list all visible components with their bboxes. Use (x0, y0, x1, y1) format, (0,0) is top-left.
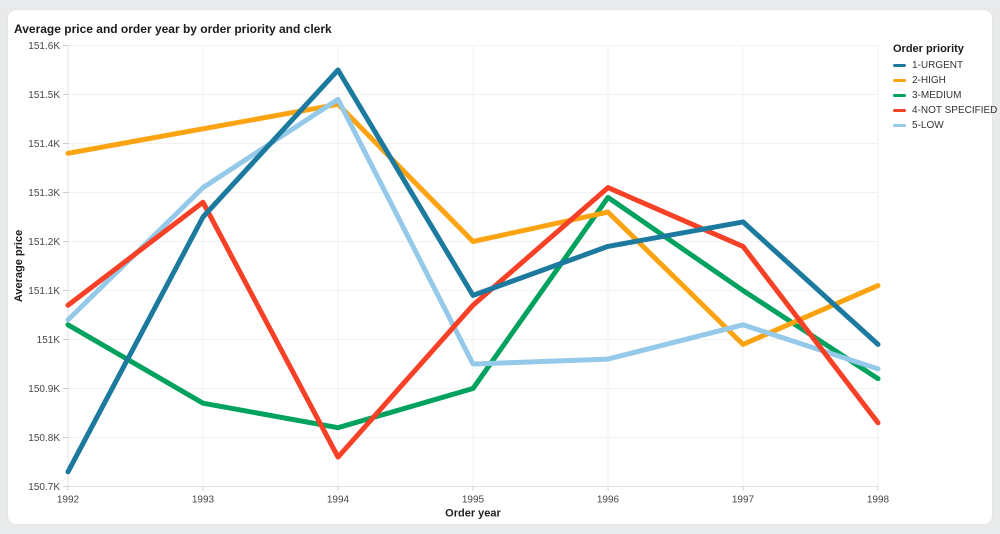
series-line-3-medium[interactable] (65, 194, 881, 431)
x-tick-label: 1996 (597, 495, 620, 506)
legend-item-5-low[interactable]: 5-LOW (893, 120, 988, 131)
y-tick-label: 150.8K (28, 433, 60, 444)
series-line-5-low[interactable] (65, 96, 881, 372)
series-line-4-not-specified[interactable] (65, 185, 881, 460)
x-tick-label: 1994 (327, 495, 350, 506)
y-tick-label: 151.1K (28, 286, 60, 297)
legend-item-1-urgent[interactable]: 1-URGENT (893, 60, 988, 71)
legend-item-label: 5-LOW (912, 120, 944, 131)
y-tick-label: 150.9K (28, 384, 60, 395)
series-line-2-high[interactable] (65, 101, 881, 347)
legend-items: 1-URGENT 2-HIGH 3-MEDIUM 4-NOT SPECIFIED 5-L… (893, 60, 997, 131)
chart-card: Average price and order year by order pr… (8, 10, 997, 524)
y-tick-label: 151.4K (28, 139, 60, 150)
legend-item-4-not-specified[interactable]: 4-NOT SPECIFIED (893, 105, 997, 116)
legend-item-label: 1-URGENT (912, 60, 964, 71)
legend-swatch-icon (893, 109, 906, 112)
y-tick-label: 150.7K (28, 482, 60, 493)
x-tick-label: 1993 (192, 495, 215, 506)
legend-title: Order priority (893, 43, 964, 55)
x-tick-label: 1997 (732, 495, 755, 506)
legend-item-2-high[interactable]: 2-HIGH (893, 75, 988, 86)
x-tick-label: 1995 (462, 495, 485, 506)
legend-swatch-icon (893, 124, 906, 127)
y-tick-label: 151.3K (28, 188, 60, 199)
legend-item-label: 3-MEDIUM (912, 90, 962, 101)
y-tick-label: 151.5K (28, 90, 60, 101)
legend-item-label: 4-NOT SPECIFIED (912, 105, 998, 116)
legend-swatch-icon (893, 64, 906, 67)
y-axis-title: Average price (13, 230, 25, 302)
legend-item-label: 2-HIGH (912, 75, 946, 86)
legend-swatch-icon (893, 79, 906, 82)
chart-svg: 151.6K 151.5K 151.4K 151.3K 151.2K 151.1K 151K… (13, 41, 890, 520)
series-line-1-urgent[interactable] (65, 67, 881, 475)
x-tick-label: 1998 (867, 495, 890, 506)
legend-swatch-icon (893, 94, 906, 97)
legend-item-3-medium[interactable]: 3-MEDIUM (893, 90, 988, 101)
chart-title: Average price and order year by order pr… (14, 22, 332, 36)
y-tick-label: 151K (37, 335, 61, 346)
x-tick-label: 1992 (57, 495, 80, 506)
x-axis-title: Order year (445, 508, 501, 520)
y-tick-label: 151.2K (28, 237, 60, 248)
legend: Order priority 1-URGENT 2-HIGH 3-MEDIUM 4-N… (893, 43, 997, 135)
y-tick-label: 151.6K (28, 41, 60, 52)
